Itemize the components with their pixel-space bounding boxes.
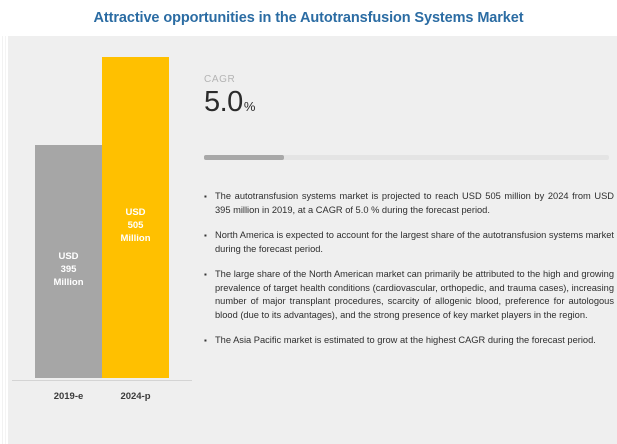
frame-line-outer [2, 0, 3, 444]
page-title: Attractive opportunities in the Autotran… [93, 10, 524, 26]
list-item-text: The large share of the North American ma… [215, 269, 614, 320]
cagr-block: CAGR 5.0 % [204, 74, 255, 117]
section-divider-accent [204, 155, 284, 160]
section-divider [204, 155, 609, 160]
square-bullet-icon: ▪ [204, 231, 207, 240]
bar-label-line-scale-2019: Million [53, 277, 84, 288]
chart-bars: USD 395 Million USD 505 Million [12, 48, 192, 378]
list-item-text: The autotransfusion systems market is pr… [215, 191, 614, 215]
square-bullet-icon: ▪ [204, 270, 207, 279]
square-bullet-icon: ▪ [204, 192, 207, 201]
list-item: ▪ The autotransfusion systems market is … [204, 190, 614, 217]
main-panel: USD 395 Million USD 505 Million 2019-e [8, 36, 617, 444]
frame-line-inner [5, 0, 6, 444]
x-tick-label-2024: 2024-p [120, 391, 151, 402]
cagr-caption: CAGR [204, 74, 236, 85]
bar-value-label-2019: USD 395 Million [53, 250, 83, 289]
square-bullet-icon: ▪ [204, 336, 207, 345]
cagr-value-row: 5.0 % [204, 88, 255, 117]
chart-x-axis-line [12, 380, 192, 381]
chart-x-axis-tick-labels: 2019-e 2024-p [12, 391, 192, 402]
bar-2024-p: USD 505 Million [102, 57, 169, 378]
list-item-text: North America is expected to account for… [215, 230, 614, 254]
list-item-text: The Asia Pacific market is estimated to … [215, 335, 596, 345]
bar-label-line-unit-2024: USD [125, 207, 146, 218]
bar-label-line-value-2024: 505 [127, 220, 144, 231]
list-item: ▪ The large share of the North American … [204, 268, 614, 322]
cagr-value: 5.0 [204, 86, 243, 118]
list-item: ▪ The Asia Pacific market is estimated t… [204, 334, 614, 348]
list-item: ▪ North America is expected to account f… [204, 229, 614, 256]
title-bar: Attractive opportunities in the Autotran… [0, 0, 617, 36]
content-column: CAGR 5.0 % ▪ The autotransfusion systems… [196, 36, 617, 444]
bar-value-label-2024: USD 505 Million [120, 206, 150, 245]
highlights-list: ▪ The autotransfusion systems market is … [204, 190, 614, 360]
bar-label-line-unit-2019: USD [58, 251, 79, 262]
bar-label-line-value-2019: 395 [60, 264, 77, 275]
bar-chart: USD 395 Million USD 505 Million 2019-e [12, 44, 192, 436]
bar-2019-e: USD 395 Million [35, 145, 102, 378]
cagr-unit: % [243, 99, 256, 114]
x-tick-label-2019: 2019-e [53, 391, 84, 402]
bar-label-line-scale-2024: Million [120, 233, 151, 244]
